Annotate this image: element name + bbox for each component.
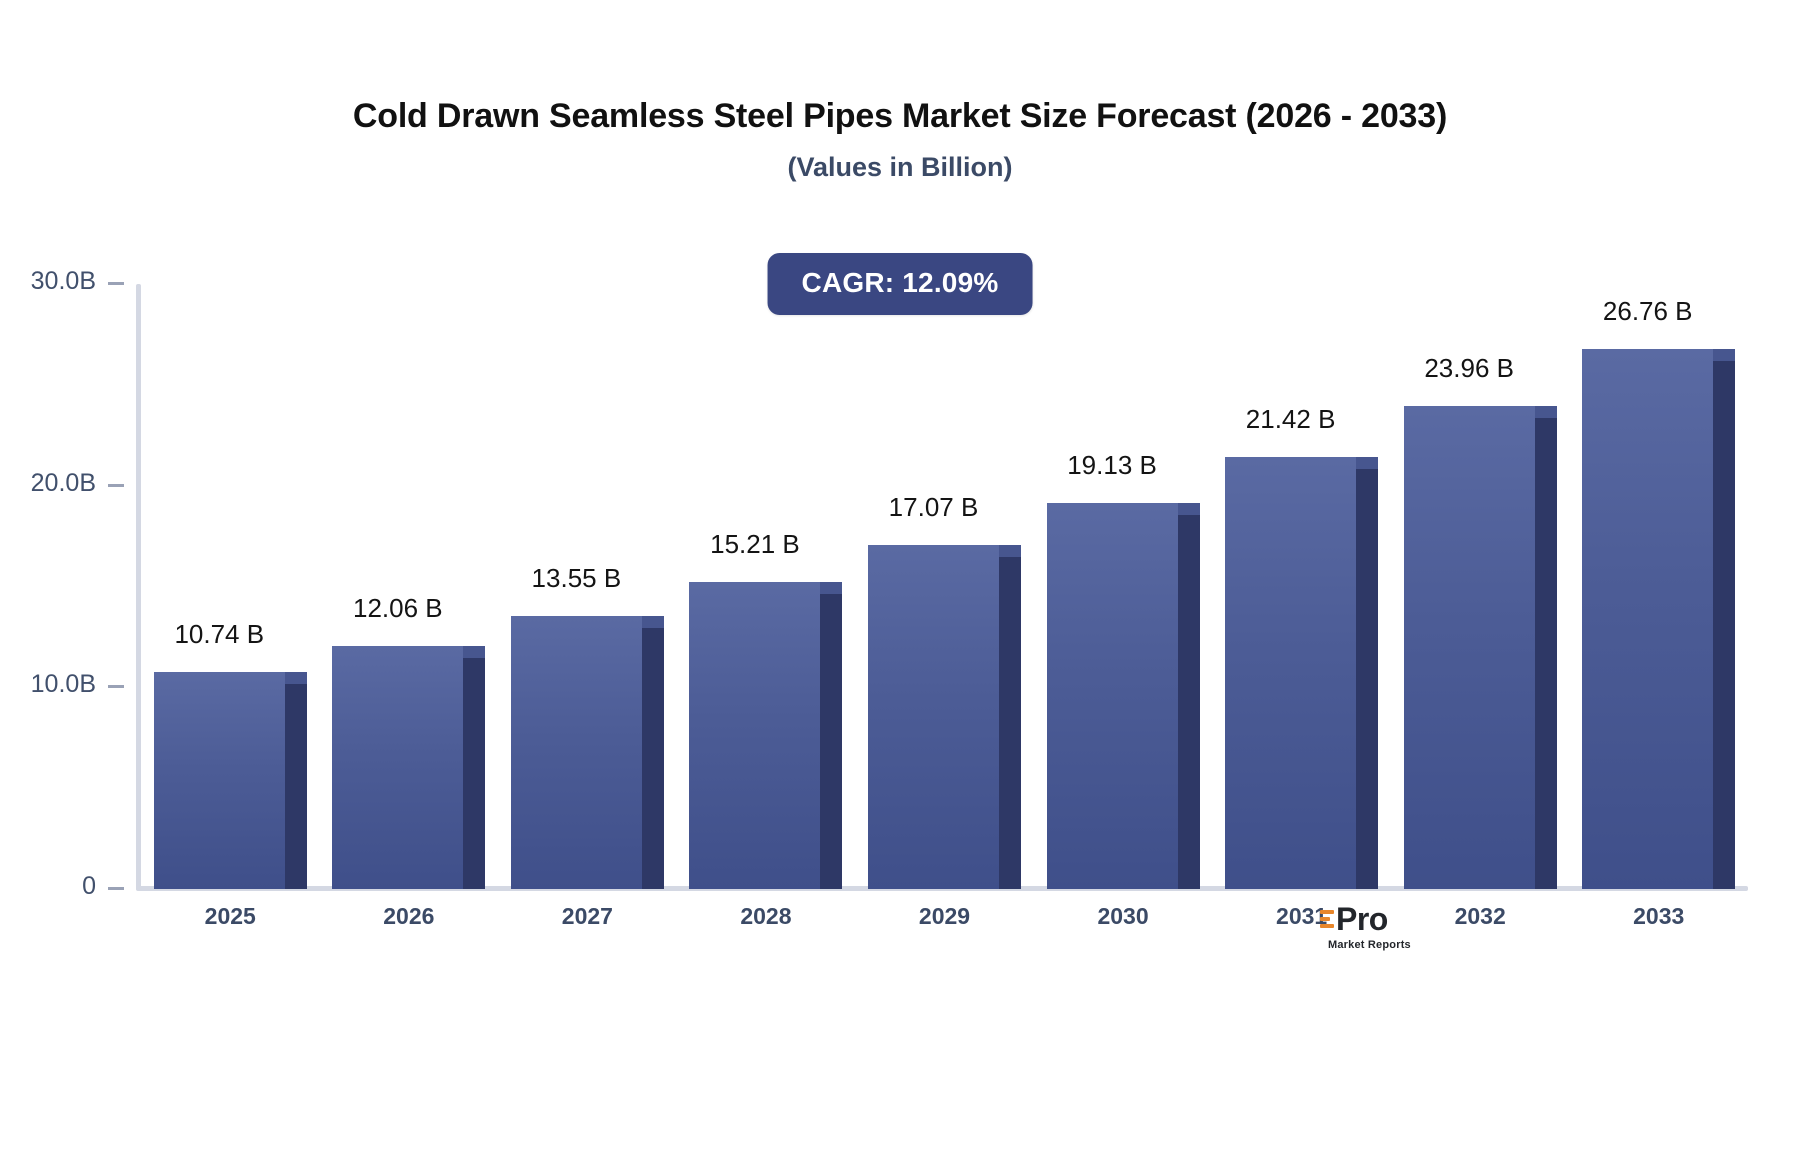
bar-side-face (463, 657, 486, 889)
title-block: Cold Drawn Seamless Steel Pipes Market S… (0, 96, 1800, 183)
bar-top-face (1177, 503, 1200, 516)
x-axis-label: 2028 (740, 903, 792, 929)
bar-column[interactable]: 13.55 B (510, 563, 664, 889)
y-tick-label: 20.0B (30, 468, 96, 497)
logo-tagline: Market Reports (1328, 939, 1411, 951)
bar-value-label: 15.21 B (710, 529, 800, 560)
bar-top-face (1534, 405, 1557, 418)
bar-column[interactable]: 19.13 B (1046, 450, 1200, 889)
bar-top-face (463, 645, 486, 658)
x-axis-label: 2031 (1276, 903, 1328, 929)
x-axis-label: 2027 (561, 903, 613, 929)
bar-side-face (1177, 515, 1200, 889)
logo-name: Pro (1336, 901, 1388, 937)
bar-column[interactable]: 21.42 B (1225, 404, 1379, 889)
y-tick-mark (108, 282, 124, 285)
bar-column[interactable]: 10.74 B (153, 619, 307, 889)
bar-column[interactable]: 12.06 B (332, 593, 486, 889)
bar-value-label: 19.13 B (1067, 450, 1157, 481)
bar-column[interactable]: 15.21 B (689, 529, 843, 889)
bar-top-face (820, 582, 843, 595)
bar-front-face (153, 672, 285, 889)
bar-side-face (641, 627, 664, 889)
bar-front-face (1403, 405, 1535, 889)
bar-value-label: 13.55 B (531, 562, 622, 593)
y-axis-line (136, 284, 141, 889)
bar-front-face (1046, 503, 1178, 889)
bar-top-face (1713, 349, 1736, 362)
bar-side-face (284, 684, 307, 889)
bar-value-label: 21.42 B (1245, 404, 1336, 435)
bar-column[interactable]: 17.07 B (868, 492, 1021, 889)
bar-top-face (284, 672, 307, 685)
bar-side-face (999, 556, 1021, 889)
x-axis-label: 2033 (1633, 903, 1685, 929)
page-title: Cold Drawn Seamless Steel Pipes Market S… (352, 97, 1448, 135)
bar-front-face (332, 645, 464, 889)
bar-side-face (1356, 469, 1379, 889)
x-axis-label: 2029 (918, 903, 971, 929)
bar-value-label: 10.74 B (174, 619, 265, 650)
bar-front-face (1225, 457, 1357, 889)
y-tick-label: 30.0B (30, 267, 96, 295)
bar-front-face (1582, 349, 1714, 889)
y-tick-mark (108, 685, 124, 689)
bar-front-face (510, 615, 642, 889)
bar-top-face (641, 615, 664, 628)
bar-side-face (1534, 417, 1557, 889)
y-tick-label: 0 (82, 872, 96, 900)
x-axis-label: 2030 (1097, 903, 1149, 929)
bar-column[interactable]: 26.76 B (1582, 296, 1736, 889)
bar-side-face (820, 594, 843, 889)
bar-top-face (999, 544, 1021, 557)
bar-column[interactable]: 23.96 B (1403, 353, 1557, 889)
cagr-badge: CAGR: 12.09% (767, 253, 1033, 315)
bar-front-face (689, 582, 821, 889)
bar-top-face (1356, 457, 1379, 470)
y-tick-mark (108, 483, 124, 487)
brand-logo: Pro Market Reports (1320, 903, 1470, 951)
bar-value-label: 26.76 B (1602, 296, 1693, 327)
bar-value-label: 17.07 B (888, 491, 979, 522)
x-axis-label: 2026 (383, 903, 435, 929)
x-axis-label: 2032 (1454, 903, 1506, 929)
bar-value-label: 12.06 B (353, 592, 443, 623)
bar-side-face (1713, 361, 1736, 889)
chart-subtitle: (Values in Billion) (787, 151, 1013, 182)
logo-row: Pro (1320, 903, 1470, 935)
y-tick-mark (108, 887, 124, 890)
logo-bars-icon (1320, 910, 1334, 928)
y-tick-label: 10.0B (30, 670, 96, 699)
x-axis-label: 2025 (204, 903, 256, 929)
bar-value-label: 23.96 B (1424, 352, 1514, 383)
bar-front-face (868, 544, 999, 889)
